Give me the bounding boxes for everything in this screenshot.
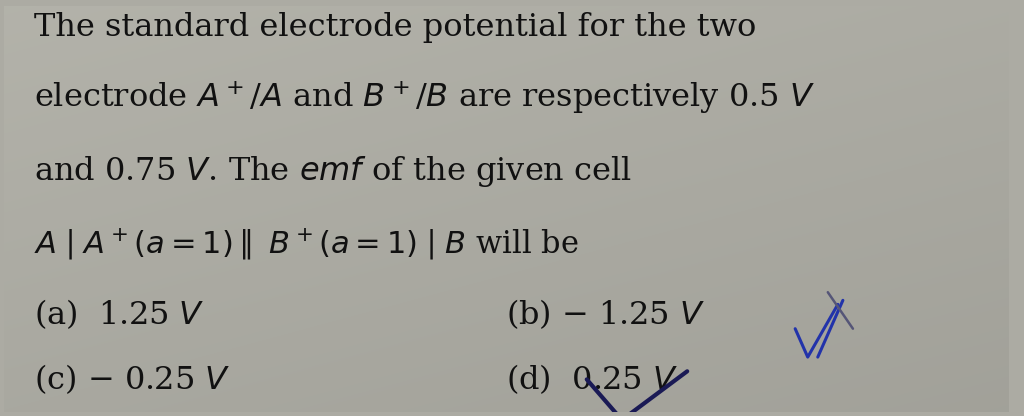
Text: and 0.75 $V$. The $emf$ of the given cell: and 0.75 $V$. The $emf$ of the given cel… [34,154,633,189]
Text: (a)  1.25 $V$: (a) 1.25 $V$ [34,297,205,331]
Text: electrode $A^+$/$A$ and $B^+$/$B$ are respectively 0.5 $V$: electrode $A^+$/$A$ and $B^+$/$B$ are re… [34,78,815,116]
Text: (b) − 1.25 $V$: (b) − 1.25 $V$ [507,297,706,331]
Text: $A\mid A^+(a=1)\parallel\;B^+(a=1)\mid B$ will be: $A\mid A^+(a=1)\parallel\;B^+(a=1)\mid B… [34,227,579,262]
Text: (c) − 0.25 $V$: (c) − 0.25 $V$ [34,362,230,396]
Text: (d)  0.25 $V$: (d) 0.25 $V$ [507,362,679,396]
Text: The standard electrode potential for the two: The standard electrode potential for the… [34,12,757,43]
